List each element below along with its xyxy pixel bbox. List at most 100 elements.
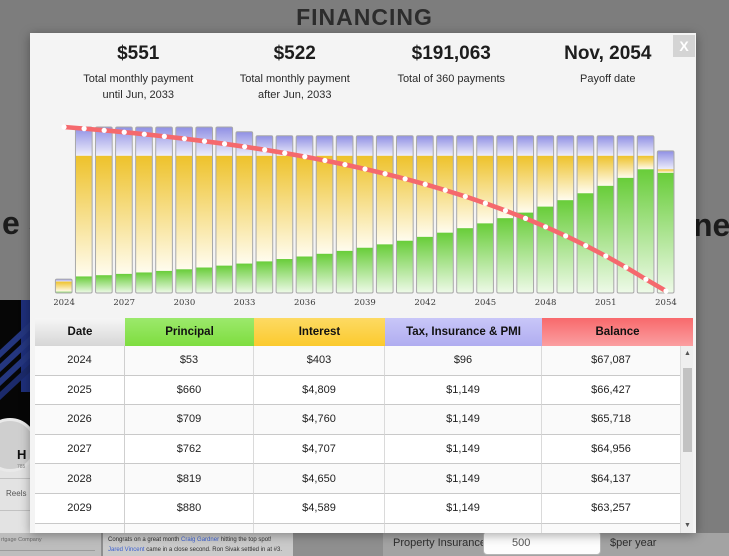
stat-value: Nov, 2054 [564,43,652,64]
table-cell: $63,257 [542,493,693,524]
amortization-chart-svg: 2024 2027 2030 2033 2036 2039 2042 2045 2048 2051… [53,124,677,308]
table-header-cell: Tax, Insurance & PMI [385,318,542,346]
svg-text:2036: 2036 [294,298,316,308]
background-heading-fragment-right: nee [693,207,729,243]
property-insurance-input[interactable] [483,531,601,555]
stat-caption-line: Total monthly payment [239,73,350,85]
table-cell: $660 [125,375,254,406]
stat-caption-line: Total of 360 payments [397,73,506,85]
table-body: 2024 $53 $403 $96 $67,087 2025 $660 $4,809 $1,14… [35,346,693,533]
stat-value: $522 [273,43,316,64]
post-text: Congrats on a great month Craig Gardner … [103,533,293,556]
stat-caption: Payoff date [530,72,687,88]
summary-stats-row: $551 Total monthly payment until Jun, 20… [30,43,696,104]
table-row: 2026 $709 $4,760 $1,149 $65,718 [35,405,693,435]
tab-reels[interactable]: Reels [6,489,27,498]
table-cell: $880 [125,493,254,524]
table-cell: $4,809 [254,375,385,406]
table-cell: $64,137 [542,464,693,494]
table-cell: $96 [385,346,542,376]
stat-caption: Total monthly payment after Jun, 2033 [217,72,374,104]
table-cell: $53 [125,346,254,376]
svg-text:2033: 2033 [234,298,256,308]
amortization-table: Date Principal Interest Tax, Insurance & PM… [35,318,693,533]
svg-text:2051: 2051 [595,298,617,308]
table-row: 2028 $819 $4,650 $1,149 $64,137 [35,464,693,494]
table-row: 2027 $762 $4,707 $1,149 $64,956 [35,434,693,465]
stat-monthly-payment-until: $551 Total monthly payment until Jun, 20… [60,43,217,104]
table-cell: 2025 [35,375,125,406]
table-cell: $64,956 [542,434,693,465]
company-logo-icon [0,300,30,400]
svg-text:2024: 2024 [54,298,75,308]
svg-text:2027: 2027 [113,298,135,308]
svg-text:2030: 2030 [174,298,196,308]
profile-category: rtgage Company [1,537,42,543]
stat-caption-line: Total monthly payment [83,73,194,85]
post-text-segment: came in a close second. Ron Sivak settle… [146,546,283,553]
table-cell: $66,427 [542,375,693,406]
table-cell: $67,087 [542,346,693,376]
table-scrollbar[interactable]: ▲ ▼ [680,346,693,533]
table-cell: $4,589 [254,493,385,524]
divider [0,510,30,511]
stat-caption: Total monthly payment until Jun, 2033 [60,72,217,104]
table-header-cell: Interest [254,318,385,346]
table-cell: 2024 [35,346,125,376]
financing-modal: X $551 Total monthly payment until Jun, … [30,33,696,533]
stat-caption-line: until Jun, 2033 [102,88,175,101]
close-button[interactable]: X [673,35,695,57]
table-cell: 2028 [35,464,125,494]
svg-text:2054: 2054 [655,298,677,308]
table-cell: $819 [125,464,254,494]
table-cell: 2026 [35,405,125,435]
stat-total-payments: $191,063 Total of 360 payments [373,43,530,104]
scroll-up-icon[interactable]: ▲ [684,350,691,357]
divider [0,478,30,479]
svg-text:2042: 2042 [414,298,436,308]
svg-text:2039: 2039 [354,298,376,308]
stat-value: $191,063 [411,43,491,64]
per-year-unit-label: $per year [610,537,657,549]
post-link-craig-gardner[interactable]: Craig Gardner [181,537,220,543]
divider [0,550,95,551]
insurance-form-row: Property Insurance: $per year [383,531,729,556]
table-cell: 2030 [35,523,125,533]
table-row: 2030$945$4,524$1,149$62,312 [35,523,693,533]
scroll-down-icon[interactable]: ▼ [684,522,691,529]
table-cell: $65,718 [542,405,693,435]
profile-sidebar: H 785 Reels [0,300,37,533]
profile-category-panel: rtgage Company [0,533,101,556]
table-row: 2025 $660 $4,809 $1,149 $66,427 [35,375,693,406]
table-header-cell: Date [35,318,125,346]
post-link-jared-vincent[interactable]: Jared Vincent [108,546,145,553]
profile-followers: 785 [17,464,26,470]
post-text-segment: hitting the top spot! [219,537,272,543]
table-cell: 2029 [35,493,125,524]
post-text-segment: Congrats on a great month [108,537,182,543]
table-cell: $1,149 [385,464,542,494]
table-cell: $1,149 [385,405,542,435]
stat-payoff-date: Nov, 2054 Payoff date [530,43,687,104]
profile-name: H [17,447,27,462]
table-cell: $1,149 [385,375,542,406]
table-cell: $1,149 [385,523,542,533]
property-insurance-label: Property Insurance: [393,537,489,549]
table-cell: $1,149 [385,493,542,524]
table-cell: $4,650 [254,464,385,494]
table-cell: $4,707 [254,434,385,465]
scrollbar-thumb[interactable] [683,368,692,452]
table-header-cell: Principal [125,318,254,346]
svg-text:2045: 2045 [475,298,497,308]
table-cell: $62,312 [542,523,693,533]
stat-caption-line: Payoff date [580,73,636,85]
page-bottom-strip: rtgage Company Congrats on a great month… [0,531,729,556]
table-header-cell: Balance [542,318,693,346]
cover-photo [0,300,30,433]
table-cell: $4,760 [254,405,385,435]
table-cell: $1,149 [385,434,542,465]
stat-caption-line: after Jun, 2033 [258,88,332,101]
svg-text:2048: 2048 [535,298,557,308]
table-row: 2024 $53 $403 $96 $67,087 [35,346,693,376]
stat-monthly-payment-after: $522 Total monthly payment after Jun, 20… [217,43,374,104]
